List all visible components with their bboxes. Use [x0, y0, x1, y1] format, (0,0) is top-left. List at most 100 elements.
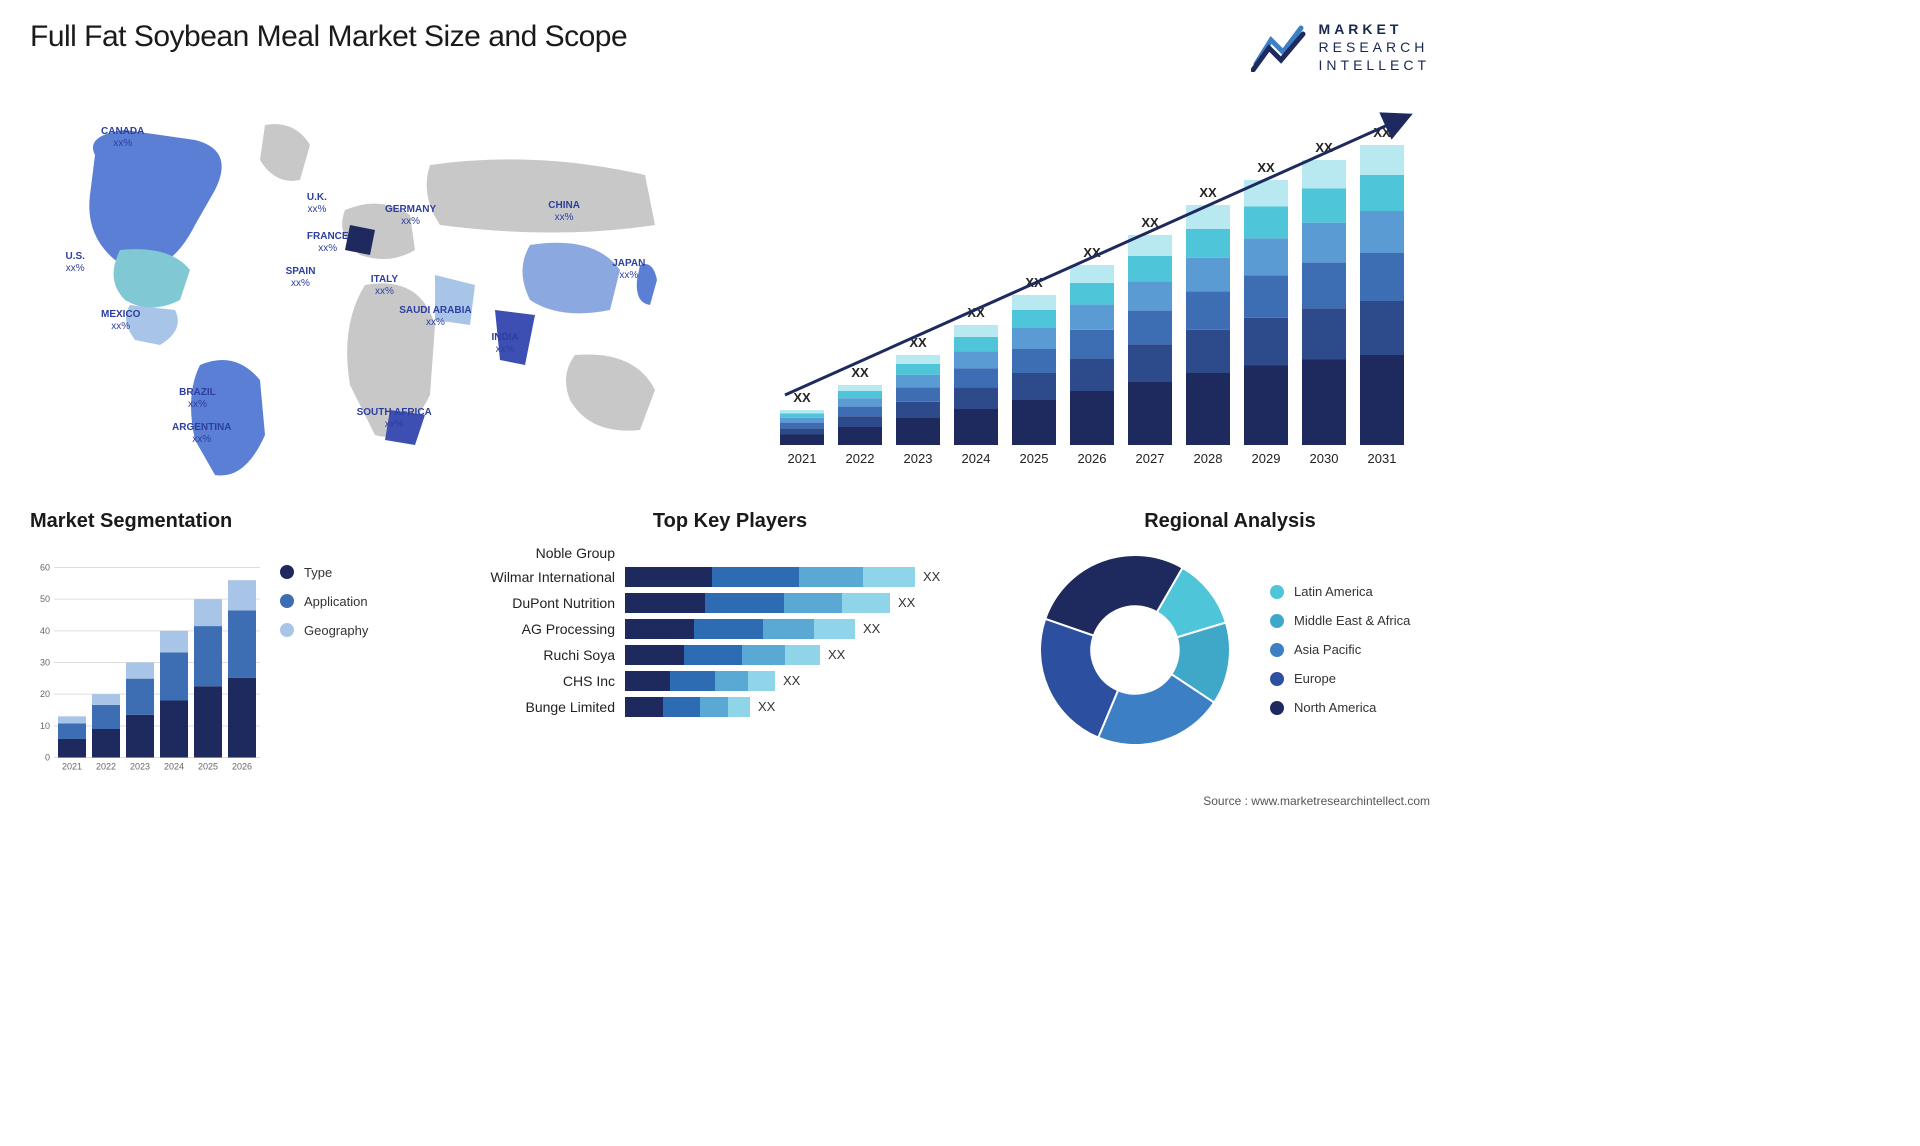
players-panel: Top Key Players Noble Group Wilmar Intern… [460, 510, 1000, 790]
player-bar [625, 671, 775, 691]
legend-item: Geography [280, 623, 368, 638]
map-label: SAUDI ARABIAxx% [399, 305, 471, 329]
source-footer: Source : www.marketresearchintellect.com [1203, 794, 1430, 808]
svg-text:50: 50 [40, 594, 50, 604]
player-bar [625, 645, 820, 665]
svg-text:2027: 2027 [1136, 451, 1165, 466]
segmentation-title: Market Segmentation [30, 510, 430, 533]
player-bar [625, 619, 855, 639]
world-map: CANADAxx%U.S.xx%MEXICOxx%BRAZILxx%ARGENT… [30, 95, 740, 485]
page-title: Full Fat Soybean Meal Market Size and Sc… [30, 20, 627, 54]
segmentation-legend: Type Application Geography [280, 545, 368, 790]
legend-item: Application [280, 594, 368, 609]
svg-text:2024: 2024 [962, 451, 991, 466]
regional-title: Regional Analysis [1030, 510, 1430, 533]
player-bar [625, 697, 750, 717]
player-name: Bunge Limited [460, 699, 615, 715]
svg-text:2022: 2022 [846, 451, 875, 466]
player-row: DuPont Nutrition XX [460, 593, 1000, 613]
players-title: Top Key Players [460, 510, 1000, 533]
logo-line2: RESEARCH [1319, 38, 1430, 56]
svg-text:2029: 2029 [1252, 451, 1281, 466]
player-bar [625, 567, 915, 587]
map-label: U.K.xx% [307, 192, 327, 216]
map-label: CANADAxx% [101, 126, 144, 150]
segmentation-svg: 0 10 20 30 40 50 60 2021 2022 2023 2024 2025 2026 [30, 545, 260, 790]
svg-text:2021: 2021 [62, 761, 82, 771]
header: Full Fat Soybean Meal Market Size and Sc… [30, 20, 1430, 75]
player-bar-wrap: XX [625, 697, 1000, 717]
svg-text:2023: 2023 [904, 451, 933, 466]
regional-legend: Latin America Middle East & Africa Asia Pa… [1270, 584, 1410, 715]
map-label: ITALYxx% [371, 274, 398, 298]
segmentation-panel: Market Segmentation 0 10 20 30 40 50 60 2021 202… [30, 510, 430, 790]
bottom-row: Market Segmentation 0 10 20 30 40 50 60 2021 202… [30, 510, 1430, 790]
map-label: INDIAxx% [492, 332, 519, 356]
player-bar-wrap: XX [625, 567, 1000, 587]
logo-line1: MARKET [1319, 21, 1403, 37]
map-label: SPAINxx% [286, 266, 316, 290]
svg-text:2028: 2028 [1194, 451, 1223, 466]
legend-item: Middle East & Africa [1270, 613, 1410, 628]
player-value: XX [783, 673, 800, 688]
svg-text:2021: 2021 [788, 451, 817, 466]
map-label: CHINAxx% [548, 200, 580, 224]
svg-text:60: 60 [40, 562, 50, 572]
regional-body: Latin America Middle East & Africa Asia Pa… [1030, 545, 1430, 755]
svg-text:2026: 2026 [1078, 451, 1107, 466]
legend-item: Asia Pacific [1270, 642, 1410, 657]
svg-text:2025: 2025 [198, 761, 218, 771]
player-value: XX [828, 647, 845, 662]
svg-text:30: 30 [40, 657, 50, 667]
svg-text:0: 0 [45, 752, 50, 762]
svg-text:2030: 2030 [1310, 451, 1339, 466]
donut-svg [1030, 545, 1240, 755]
player-name: Ruchi Soya [460, 647, 615, 663]
player-name: AG Processing [460, 621, 615, 637]
players-body: Noble GroupWilmar InternationalXXDuPont … [460, 545, 1000, 717]
svg-text:2024: 2024 [164, 761, 184, 771]
map-label: JAPANxx% [612, 258, 645, 282]
player-row: Ruchi Soya XX [460, 645, 1000, 665]
svg-text:2026: 2026 [232, 761, 252, 771]
svg-text:10: 10 [40, 720, 50, 730]
map-label: ARGENTINAxx% [172, 422, 231, 446]
svg-text:20: 20 [40, 689, 50, 699]
svg-text:XX: XX [851, 365, 869, 380]
svg-text:2025: 2025 [1020, 451, 1049, 466]
player-bar-wrap: XX [625, 593, 1000, 613]
logo-icon [1251, 22, 1311, 72]
regional-panel: Regional Analysis Latin America Middle Ea… [1030, 510, 1430, 790]
map-label: GERMANYxx% [385, 204, 436, 228]
map-label: U.S.xx% [66, 251, 85, 275]
player-name: DuPont Nutrition [460, 595, 615, 611]
player-name: Wilmar International [460, 569, 615, 585]
player-bar [625, 593, 890, 613]
player-name: CHS Inc [460, 673, 615, 689]
player-bar-wrap: XX [625, 645, 1000, 665]
map-label: FRANCExx% [307, 231, 349, 255]
svg-text:2023: 2023 [130, 761, 150, 771]
player-name: Noble Group [460, 545, 615, 561]
player-value: XX [758, 699, 775, 714]
forecast-chart: XX2021XX2022XX2023XX2024XX2025XX2026XX20… [770, 95, 1430, 485]
legend-item: Latin America [1270, 584, 1410, 599]
legend-item: Type [280, 565, 368, 580]
segmentation-body: 0 10 20 30 40 50 60 2021 2022 2023 2024 2025 2026 Ty… [30, 545, 430, 790]
svg-text:40: 40 [40, 625, 50, 635]
legend-item: Europe [1270, 671, 1410, 686]
svg-text:2022: 2022 [96, 761, 116, 771]
logo: MARKET RESEARCH INTELLECT [1251, 20, 1430, 75]
map-label: BRAZILxx% [179, 387, 216, 411]
player-row: Wilmar International XX [460, 567, 1000, 587]
forecast-svg: XX2021XX2022XX2023XX2024XX2025XX2026XX20… [770, 95, 1430, 485]
player-row: Noble Group [460, 545, 1000, 561]
logo-text: MARKET RESEARCH INTELLECT [1319, 20, 1430, 75]
player-bar-wrap: XX [625, 619, 1000, 639]
player-bar-wrap: XX [625, 671, 1000, 691]
legend-item: North America [1270, 700, 1410, 715]
logo-line3: INTELLECT [1319, 56, 1430, 74]
map-label: SOUTH AFRICAxx% [357, 407, 432, 431]
player-row: AG Processing XX [460, 619, 1000, 639]
player-value: XX [863, 621, 880, 636]
